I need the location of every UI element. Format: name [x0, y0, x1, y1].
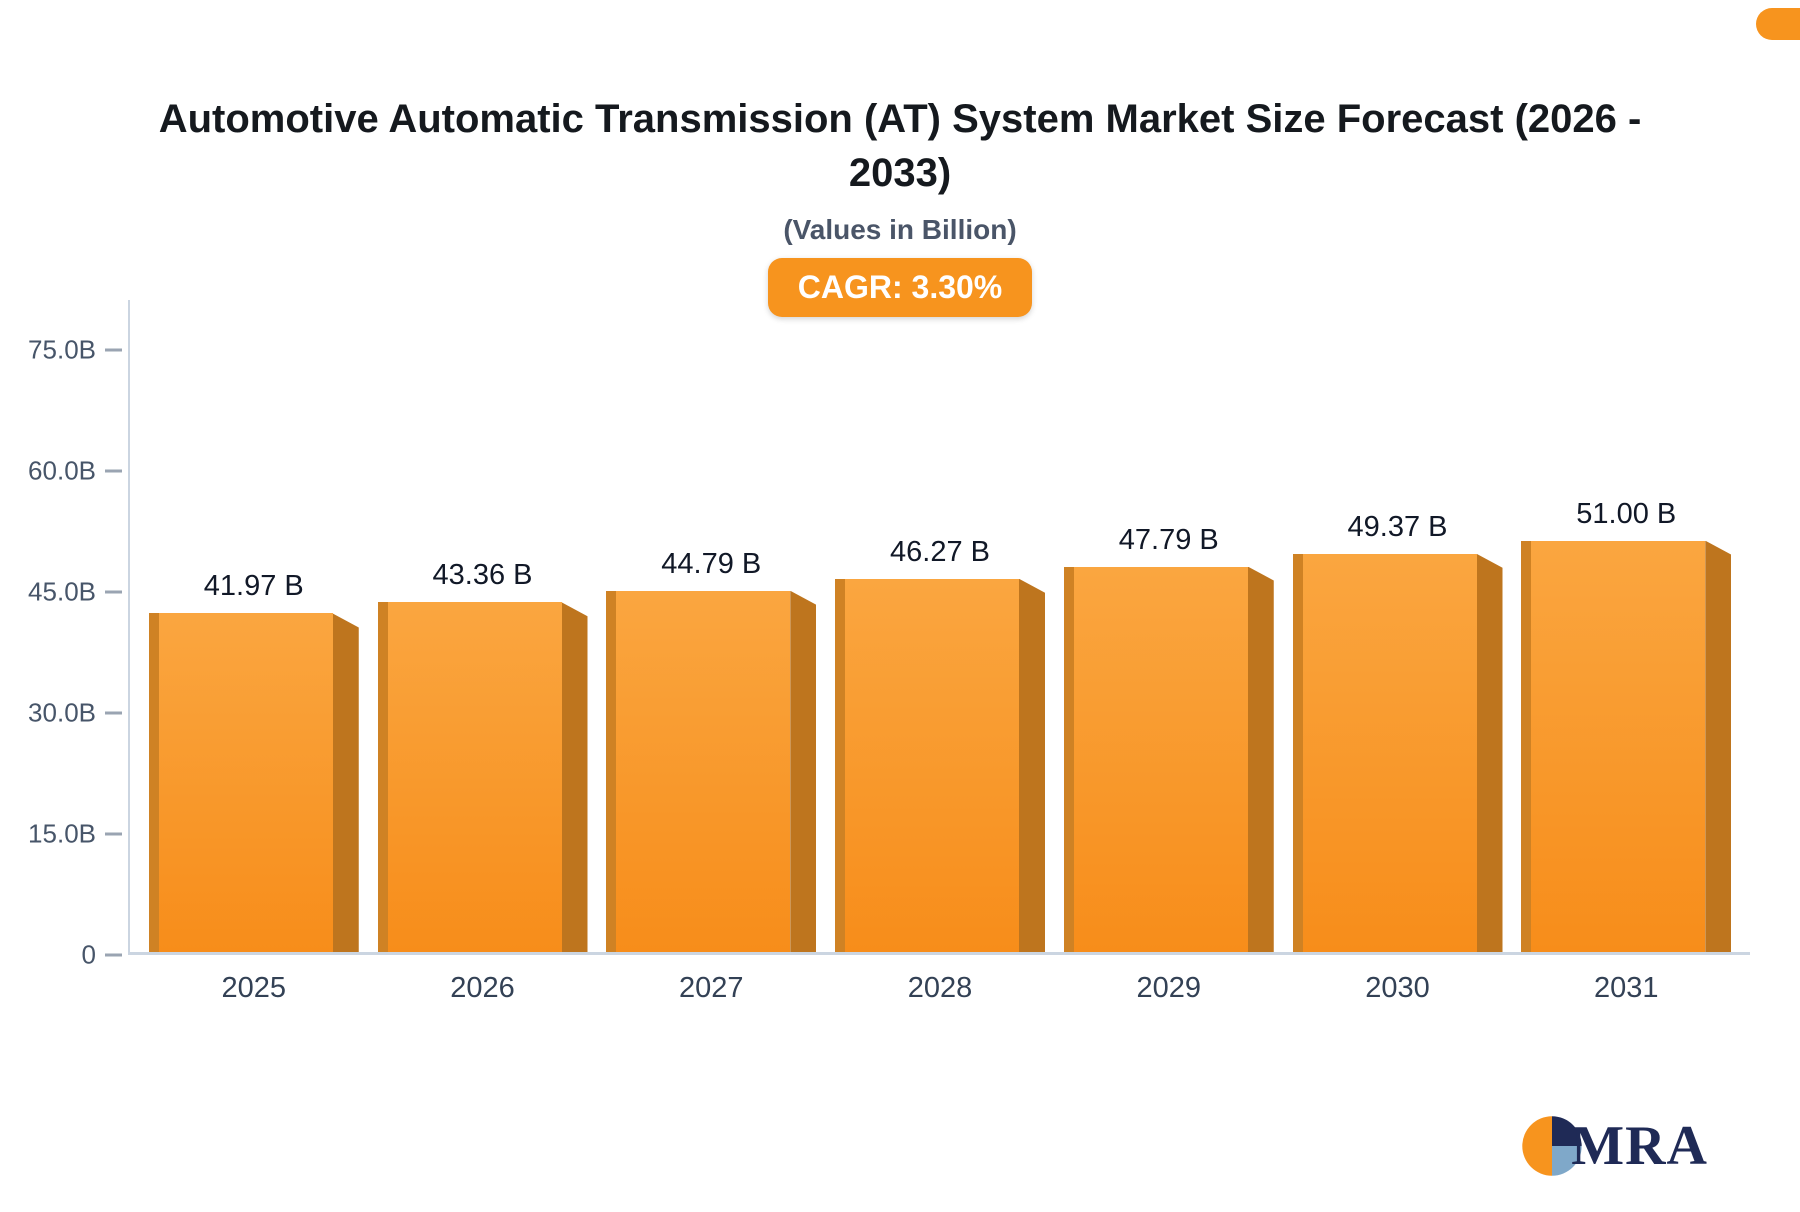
badge-row: CAGR: 3.30%	[0, 258, 1800, 317]
y-tick-mark	[105, 348, 122, 352]
bar-group[interactable]: 43.36 B	[377, 559, 588, 952]
x-axis-label: 2030	[1365, 972, 1430, 1004]
bar-left-edge	[1063, 566, 1074, 952]
brand-logo: MRA	[1521, 1114, 1708, 1178]
x-axis-label: 2031	[1593, 972, 1659, 1004]
corner-decoration	[1756, 8, 1800, 40]
x-axis-label: 2026	[450, 972, 515, 1004]
y-axis: 75.0B 60.0B 45.0B 30.0B 15.0B 0	[0, 300, 128, 970]
y-axis-tick: 45.0B	[28, 577, 122, 608]
bar-front-face	[387, 602, 562, 952]
bar[interactable]	[1521, 540, 1732, 952]
y-tick-label: 15.0B	[28, 818, 96, 849]
bar-side-face	[1476, 553, 1503, 952]
bar-front-face	[158, 613, 333, 952]
plot-area: 41.97 B 43.36 B 44.79 B 46.27 B 47.79 B 49.37…	[128, 300, 1750, 955]
y-tick-label: 75.0B	[28, 334, 96, 365]
cagr-badge: CAGR: 3.30%	[767, 258, 1033, 317]
y-tick-mark	[105, 590, 122, 594]
y-axis-tick: 30.0B	[28, 698, 122, 729]
bar-value-label: 44.79 B	[661, 547, 762, 580]
bar-side-face	[561, 602, 588, 952]
bar-value-label: 51.00 B	[1576, 497, 1677, 530]
bar-group[interactable]: 46.27 B	[835, 536, 1045, 952]
bar-front-face	[1302, 553, 1477, 952]
bar[interactable]	[377, 602, 588, 952]
bar-group[interactable]: 41.97 B	[148, 570, 359, 952]
bar-front-face	[845, 578, 1019, 952]
y-tick-label: 60.0B	[28, 455, 96, 486]
bar-value-label: 43.36 B	[432, 559, 533, 592]
bar-group[interactable]: 47.79 B	[1063, 523, 1274, 952]
bar-left-edge	[606, 590, 617, 952]
bar-side-face	[790, 590, 817, 952]
bar-value-label: 47.79 B	[1118, 523, 1219, 556]
chart-title: Automotive Automatic Transmission (AT) S…	[158, 97, 1642, 195]
x-axis-label: 2025	[221, 972, 286, 1004]
x-axis-label: 2029	[1136, 972, 1201, 1004]
bar-side-face	[1019, 578, 1045, 952]
x-axis-label: 2027	[678, 972, 744, 1004]
x-axis-label: 2028	[907, 972, 973, 1004]
bar-front-face	[1531, 540, 1706, 952]
bar[interactable]	[1063, 566, 1274, 952]
bar-side-face	[1247, 566, 1274, 952]
chart-subtitle: (Values in Billion)	[783, 214, 1017, 245]
bar-value-label: 41.97 B	[203, 570, 304, 603]
logo-pie-icon	[1522, 1116, 1582, 1176]
logo-text: MRA	[1571, 1115, 1708, 1177]
chart-area: 75.0B 60.0B 45.0B 30.0B 15.0B 0 41.97 B 43.36 …	[0, 300, 1750, 970]
y-tick-label: 30.0B	[28, 697, 96, 728]
bar-value-label: 49.37 B	[1347, 510, 1448, 543]
bar-left-edge	[835, 578, 845, 952]
bar-group[interactable]: 49.37 B	[1292, 510, 1503, 952]
y-axis-tick: 75.0B	[28, 335, 122, 366]
y-tick-mark	[105, 953, 122, 957]
bar[interactable]	[835, 578, 1045, 952]
bar-value-label: 46.27 B	[890, 535, 990, 568]
bar-left-edge	[377, 602, 388, 952]
y-axis-tick: 15.0B	[28, 819, 122, 850]
bar-front-face	[616, 590, 791, 952]
bar-group[interactable]: 51.00 B	[1521, 497, 1732, 952]
bar-group[interactable]: 44.79 B	[606, 547, 817, 952]
bar-left-edge	[1292, 553, 1303, 952]
bar[interactable]	[1292, 553, 1503, 952]
y-tick-mark	[105, 711, 122, 715]
bar-front-face	[1073, 566, 1248, 952]
x-axis-labels: 2025 2026 2027 2028 2029 2030 2031	[130, 972, 1750, 1005]
bar[interactable]	[148, 613, 359, 952]
bar[interactable]	[606, 590, 817, 952]
y-axis-tick: 0	[82, 940, 122, 971]
bar-left-edge	[1521, 540, 1532, 952]
bar-side-face	[332, 613, 359, 952]
bar-left-edge	[148, 613, 159, 952]
bar-side-face	[1705, 540, 1732, 952]
y-tick-mark	[105, 832, 122, 836]
y-axis-tick: 60.0B	[28, 456, 122, 487]
y-tick-label: 0	[81, 939, 96, 970]
y-tick-mark	[105, 469, 122, 473]
y-tick-label: 45.0B	[28, 576, 96, 607]
